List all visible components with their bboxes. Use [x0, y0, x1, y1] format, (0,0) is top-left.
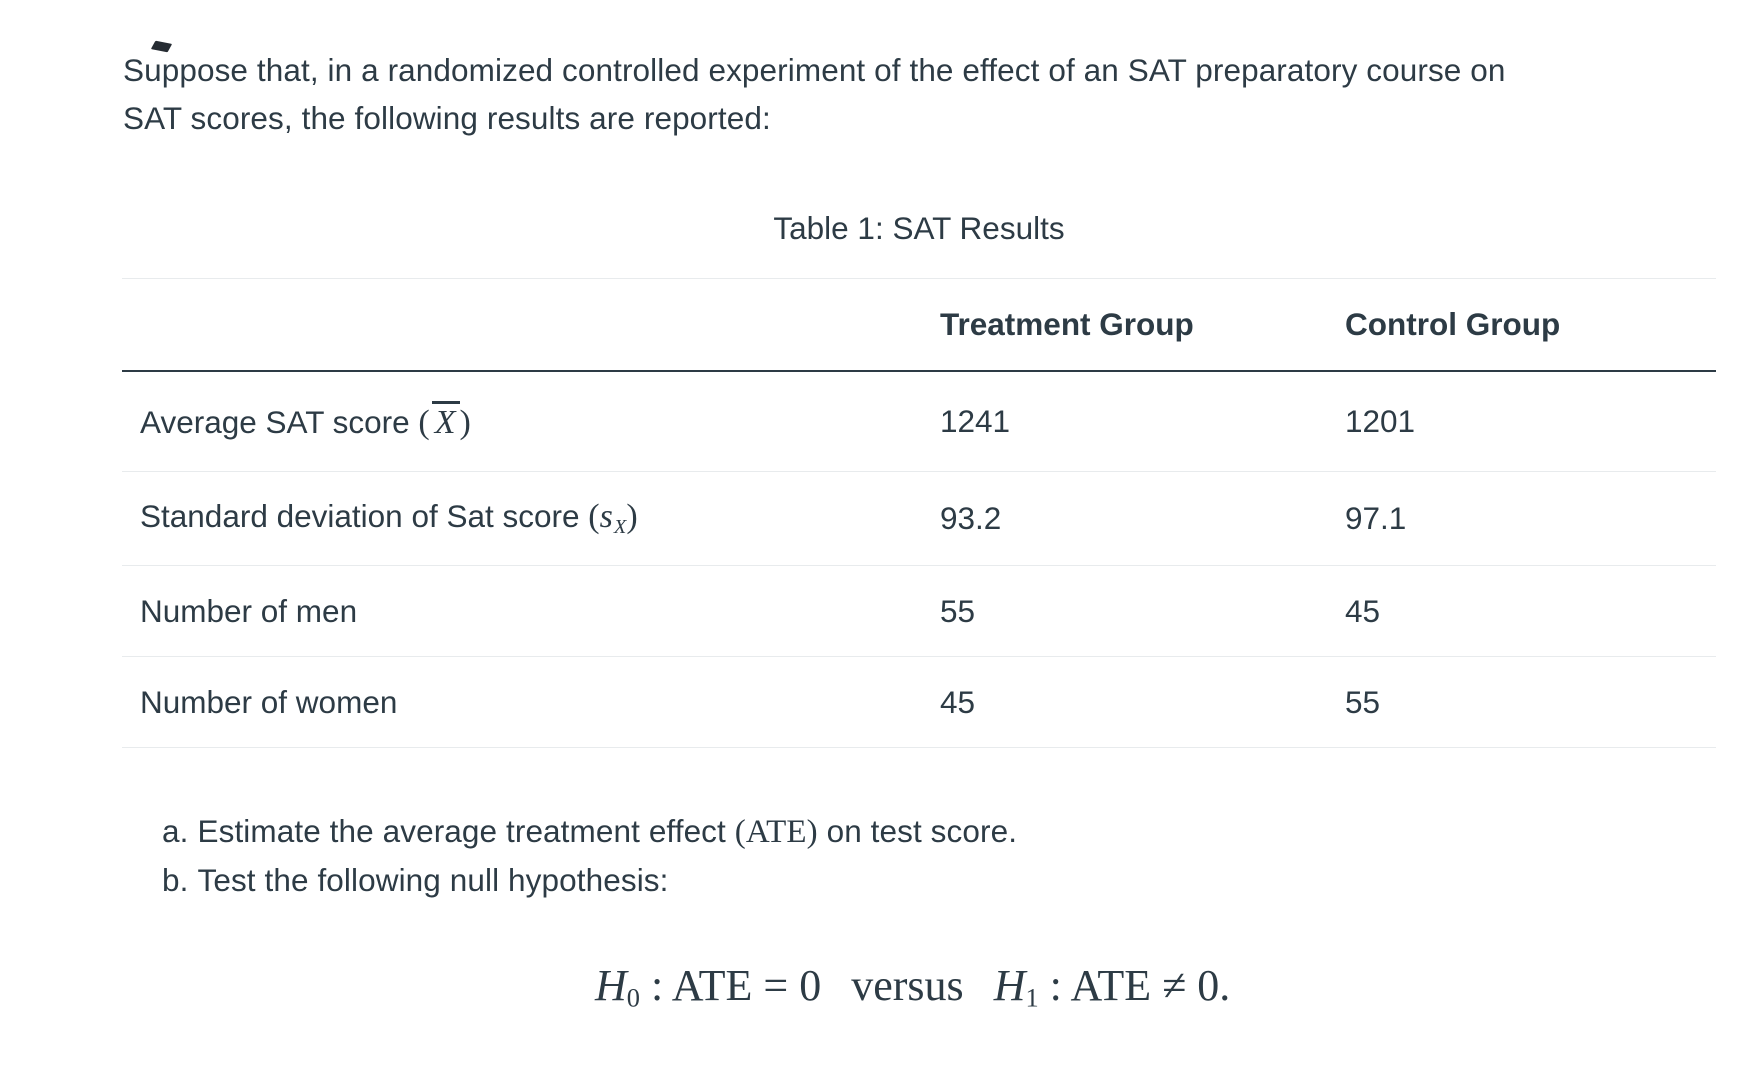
intro-paragraph: Suppose that, in a randomized controlled…: [123, 46, 1742, 142]
xbar-symbol: X: [434, 404, 456, 441]
item-a-text-post: on test score.: [817, 813, 1018, 849]
h0-statement: : ATE = 0: [639, 961, 822, 1010]
cell-control-women: 55: [1345, 656, 1716, 748]
intro-line-2: SAT scores, the following results are re…: [123, 100, 771, 136]
question-list: a. Estimate the average treatment effect …: [162, 807, 1742, 904]
item-b-marker: b.: [162, 862, 189, 898]
table-row-number-women: Number of women 45 55: [122, 656, 1716, 748]
cell-control-sd: 97.1: [1345, 471, 1716, 566]
sat-results-table: Treatment Group Control Group Average SA…: [122, 278, 1716, 748]
table-caption: Table 1: SAT Results: [773, 210, 1065, 246]
cell-treatment-men: 55: [940, 565, 1345, 657]
question-item-a: a. Estimate the average treatment effect …: [162, 807, 1742, 856]
math-sx-expression: (sX): [588, 498, 638, 538]
math-close-paren: ): [459, 404, 471, 441]
cell-control-average: 1201: [1345, 371, 1716, 472]
row-label: Number of women: [122, 656, 940, 748]
item-a-text-pre: Estimate the average treatment effect: [197, 813, 735, 849]
column-header-control: Control Group: [1345, 278, 1716, 372]
math-xbar-expression: (X): [418, 401, 471, 441]
xbar-overline: X: [431, 401, 460, 441]
math-open-paren: (: [588, 498, 600, 536]
h0-symbol: H: [595, 961, 627, 1010]
intro-line-1: Suppose that, in a randomized controlled…: [123, 52, 1506, 88]
table-row-average-score: Average SAT score (X) 1241 1201: [122, 371, 1716, 472]
table-row-number-men: Number of men 55 45: [122, 565, 1716, 657]
s-subscript: X: [613, 515, 627, 538]
cell-treatment-women: 45: [940, 656, 1345, 748]
column-header-treatment: Treatment Group: [940, 278, 1345, 372]
row-label-text: Standard deviation of Sat score: [140, 498, 589, 535]
h1-subscript: 1: [1025, 982, 1039, 1013]
hypothesis-formula: H0 : ATE = 0 versus H1 : ATE ≠ 0.: [595, 956, 1742, 1028]
h0-subscript: 0: [626, 982, 640, 1013]
item-b-text: Test the following null hypothesis:: [197, 862, 669, 898]
table-header-row: Treatment Group Control Group: [122, 278, 1716, 372]
h1-statement: : ATE ≠ 0.: [1038, 961, 1231, 1010]
item-a-marker: a.: [162, 813, 189, 849]
math-close-paren: ): [626, 498, 638, 536]
cell-treatment-average: 1241: [940, 371, 1345, 472]
s-symbol: s: [599, 498, 613, 536]
question-item-b: b. Test the following null hypothesis:: [162, 856, 1742, 904]
row-label: Standard deviation of Sat score (sX): [122, 471, 940, 566]
ate-math-symbol: (ATE): [734, 814, 818, 850]
versus-text: versus: [851, 961, 964, 1010]
cell-treatment-sd: 93.2: [940, 471, 1345, 566]
math-open-paren: (: [418, 404, 430, 441]
cell-control-men: 45: [1345, 565, 1716, 657]
row-label: Number of men: [122, 565, 940, 657]
row-label-text: Average SAT score: [140, 404, 419, 440]
h1-symbol: H: [993, 961, 1026, 1010]
header-empty-cell: [122, 278, 940, 372]
row-label: Average SAT score (X): [122, 371, 940, 472]
table-row-std-deviation: Standard deviation of Sat score (sX) 93.…: [122, 471, 1716, 566]
